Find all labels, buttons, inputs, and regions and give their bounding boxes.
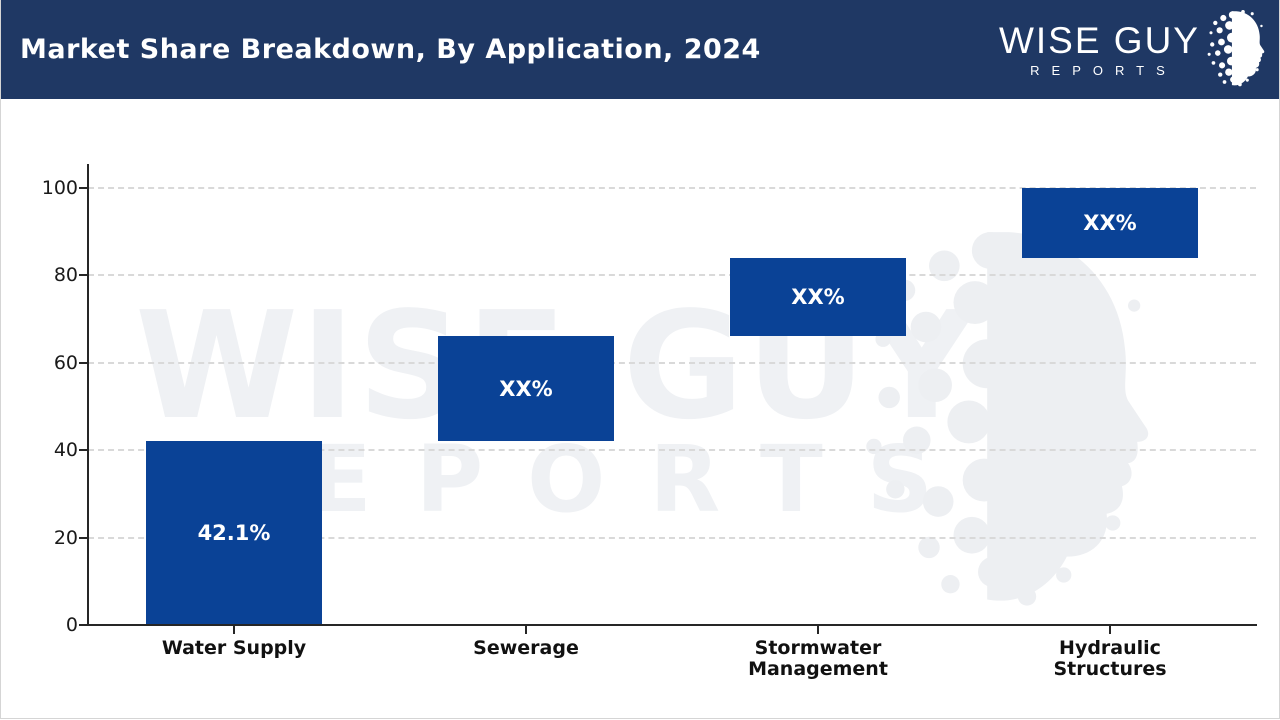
- gridline: [88, 274, 1256, 276]
- dotted-head-icon: [1204, 10, 1266, 90]
- category-label: Sewerage: [473, 637, 579, 659]
- y-axis-tick-label: 0: [65, 614, 78, 636]
- bar-value-label: XX%: [791, 284, 845, 309]
- gridline: [88, 361, 1256, 364]
- bar-stormwater-management: [730, 257, 906, 337]
- gridline: [88, 449, 1256, 451]
- y-axis-tick: [79, 186, 88, 189]
- x-axis-tick: [1109, 626, 1111, 634]
- gridline: [88, 536, 1256, 539]
- bar-sewerage: [438, 336, 614, 441]
- category-label: Stormwater Management: [748, 637, 888, 680]
- bar-value-label: XX%: [1083, 210, 1137, 235]
- y-axis-tick-label: 20: [53, 526, 78, 549]
- y-axis-tick: [79, 274, 88, 276]
- x-axis-tick: [233, 626, 235, 634]
- bar-water-supply: [146, 440, 322, 625]
- bar-value-label: XX%: [499, 376, 553, 401]
- page-title: Market Share Breakdown, By Application, …: [20, 34, 761, 65]
- gridline: [88, 186, 1256, 189]
- x-axis-line: [88, 624, 1257, 626]
- y-axis-tick: [79, 361, 88, 364]
- y-axis-tick-label: 100: [41, 176, 78, 199]
- bar-value-label: 42.1%: [197, 520, 271, 545]
- wiseguy-logo: WISE GUY REPORTS: [999, 10, 1266, 90]
- y-axis-tick: [79, 449, 88, 451]
- logo-line1: WISE GUY: [998, 19, 1200, 61]
- logo-wordmark: WISE GUY REPORTS: [998, 19, 1200, 78]
- category-label: Hydraulic Structures: [1053, 637, 1167, 680]
- y-axis-line: [87, 164, 89, 626]
- y-axis-tick-label: 80: [53, 264, 78, 286]
- y-axis-tick-label: 60: [53, 351, 78, 374]
- y-axis-tick: [79, 536, 88, 539]
- bar-hydraulic-structures: [1022, 187, 1198, 258]
- logo-line2: REPORTS: [1030, 62, 1177, 78]
- y-axis-tick-label: 40: [53, 439, 78, 461]
- y-axis-tick: [79, 624, 88, 626]
- x-axis-tick: [817, 626, 819, 634]
- category-label: Water Supply: [161, 637, 307, 659]
- x-axis-tick: [525, 626, 527, 634]
- header: Market Share Breakdown, By Application, …: [0, 0, 1280, 99]
